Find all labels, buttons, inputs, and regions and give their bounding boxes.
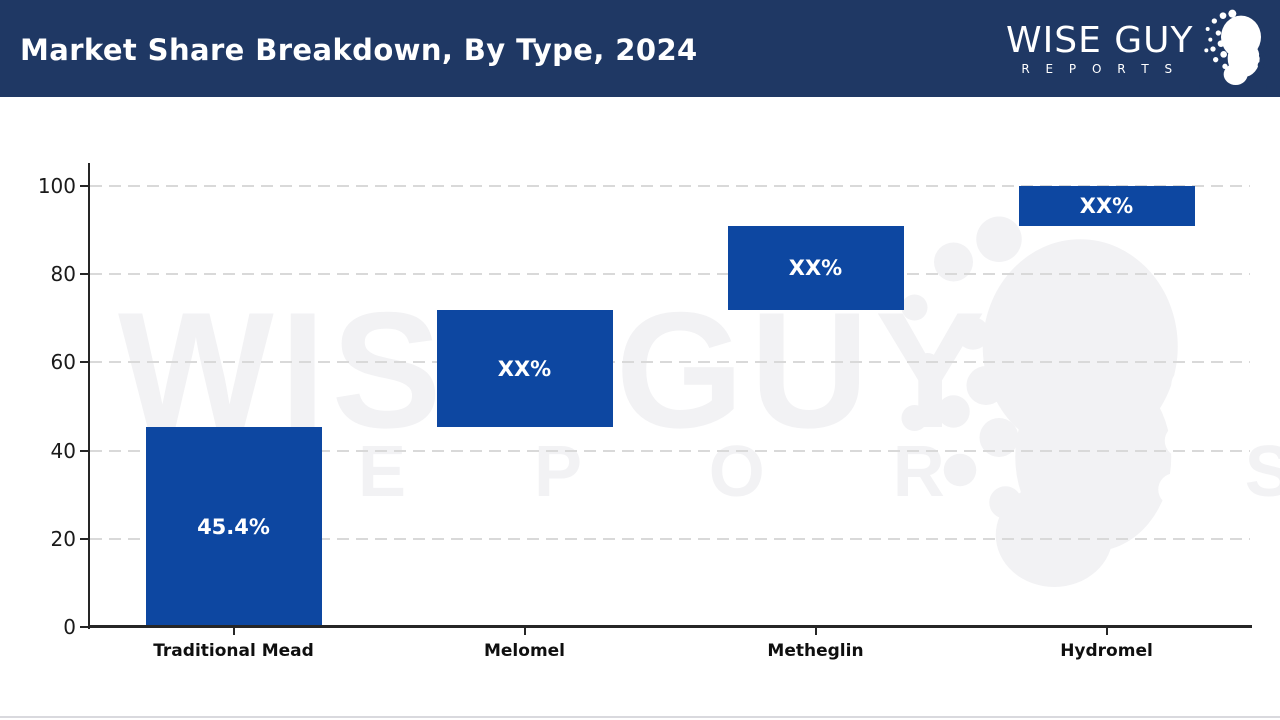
gridline-100	[90, 185, 1250, 187]
gridline-40	[90, 449, 1250, 452]
y-tick-0	[80, 626, 88, 628]
x-tick-label-1: Melomel	[483, 641, 566, 661]
y-tick-20	[80, 537, 88, 540]
y-tick-label-60: 60	[50, 350, 76, 375]
y-tick-label-0: 0	[63, 615, 76, 639]
bar-value-label: XX%	[497, 356, 552, 381]
brand-logo: WISE GUY R E P O R T S	[1006, 6, 1268, 92]
bar-metheglin: XX%	[727, 226, 904, 311]
footer-rule	[0, 716, 1280, 718]
bar-value-label: 45.4%	[197, 514, 270, 539]
bar-value-label: XX%	[788, 256, 843, 281]
gridline-80	[90, 273, 1250, 276]
bar-traditional-mead: 45.4%	[145, 426, 322, 627]
x-tick-3	[1105, 628, 1108, 635]
y-tick-40	[80, 449, 88, 452]
gridline-20	[90, 537, 1250, 540]
y-axis-spine	[88, 163, 90, 629]
x-tick-0	[232, 628, 235, 635]
head-profile-logo-icon	[1199, 9, 1268, 89]
y-tick-80	[80, 273, 88, 276]
x-axis-line	[88, 625, 1252, 628]
brand-name: WISE GUY	[1006, 20, 1194, 61]
bar-melomel: XX%	[436, 310, 613, 427]
bar-hydromel: XX%	[1018, 186, 1195, 227]
x-tick-2	[814, 628, 817, 635]
y-tick-label-40: 40	[50, 438, 76, 463]
x-tick-1	[523, 628, 526, 635]
x-tick-label-0: Traditional Mead	[153, 641, 314, 661]
gridline-60	[90, 361, 1250, 364]
y-tick-label-20: 20	[50, 526, 76, 551]
plot-area: 0 20 40 60 80 100 45.4% Traditional Mead XX% Melo…	[38, 163, 1252, 661]
y-tick-label-80: 80	[50, 262, 76, 287]
brand-logo-text: WISE GUY R E P O R T S	[1006, 20, 1194, 77]
y-tick-60	[80, 361, 88, 364]
x-tick-label-3: Hydromel	[1060, 641, 1153, 661]
y-tick-label-100: 100	[37, 174, 76, 198]
y-tick-100	[80, 185, 88, 187]
brand-subname: R E P O R T S	[1021, 62, 1179, 76]
header-band: Market Share Breakdown, By Type, 2024 WI…	[0, 0, 1280, 97]
chart-title: Market Share Breakdown, By Type, 2024	[20, 33, 698, 67]
bar-value-label: XX%	[1079, 194, 1134, 219]
x-tick-label-2: Metheglin	[767, 641, 864, 661]
